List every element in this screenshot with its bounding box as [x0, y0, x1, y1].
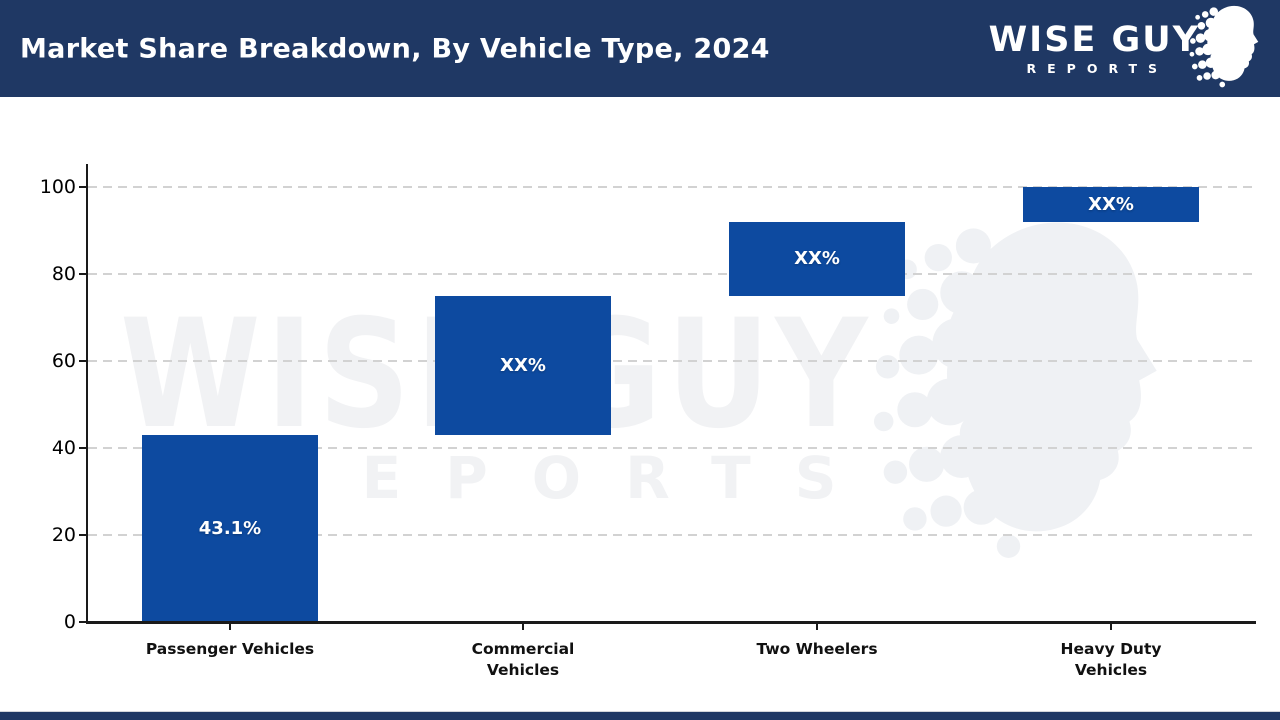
gridline-60 — [88, 360, 1255, 362]
y-tick-label-0: 0 — [63, 611, 76, 633]
x-tick-4 — [1110, 624, 1112, 630]
footer-bar — [0, 711, 1280, 720]
brand-logo: WISE GUY REPORTS — [989, 4, 1270, 94]
page-title: Market Share Breakdown, By Vehicle Type,… — [20, 33, 770, 64]
y-tick-label-20: 20 — [51, 524, 76, 546]
x-tick-1 — [229, 624, 231, 630]
category-label-line: Two Wheelers — [756, 640, 878, 658]
watermark-tagline: REPORTS — [273, 444, 881, 512]
bar-value-label: XX% — [794, 248, 840, 270]
y-tick-20 — [79, 534, 88, 536]
category-label-line: Vehicles — [1074, 661, 1148, 679]
y-tick-60 — [79, 360, 88, 362]
category-label-two-wheelers: Two Wheelers — [697, 639, 937, 660]
bar-commercial-vehicles: XX% — [435, 295, 611, 435]
category-label-commercial-vehicles: Commercial Vehicles — [403, 639, 643, 681]
y-tick-40 — [79, 447, 88, 449]
logo-text-block: WISE GUY REPORTS — [989, 22, 1200, 76]
bar-two-wheelers: XX% — [729, 221, 905, 296]
category-label-line: Vehicles — [486, 661, 560, 679]
x-tick-3 — [816, 624, 818, 630]
logo-wordmark: WISE GUY — [988, 20, 1200, 61]
bar-passenger-vehicles: 43.1% — [142, 434, 318, 622]
header-bar: Market Share Breakdown, By Vehicle Type,… — [0, 0, 1280, 97]
gridline-80 — [88, 273, 1255, 275]
watermark-head-icon — [872, 212, 1184, 588]
category-label-line: Commercial — [471, 640, 575, 658]
x-tick-2 — [522, 624, 524, 630]
y-tick-100 — [79, 186, 88, 188]
y-tick-0 — [79, 621, 88, 623]
gridline-100 — [88, 186, 1255, 188]
y-tick-label-100: 100 — [39, 176, 76, 198]
category-label-heavy-duty-vehicles: Heavy Duty Vehicles — [991, 639, 1231, 681]
category-label-passenger-vehicles: Passenger Vehicles — [110, 639, 350, 660]
logo-tagline: REPORTS — [1026, 60, 1169, 76]
y-tick-label-80: 80 — [51, 263, 76, 285]
category-label-line: Passenger Vehicles — [145, 640, 315, 658]
bar-heavy-duty-vehicles: XX% — [1023, 187, 1199, 222]
gridline-20 — [88, 534, 1255, 536]
category-label-line: Heavy Duty — [1060, 640, 1162, 658]
y-axis-line — [86, 164, 88, 623]
gridline-40 — [88, 447, 1255, 449]
bar-value-label: XX% — [500, 354, 546, 376]
y-tick-80 — [79, 273, 88, 275]
bar-value-label: XX% — [1088, 193, 1134, 215]
bar-value-label: 43.1% — [198, 517, 262, 539]
y-tick-label-60: 60 — [51, 350, 76, 372]
y-tick-label-40: 40 — [51, 437, 76, 459]
x-axis-line — [86, 621, 1256, 624]
